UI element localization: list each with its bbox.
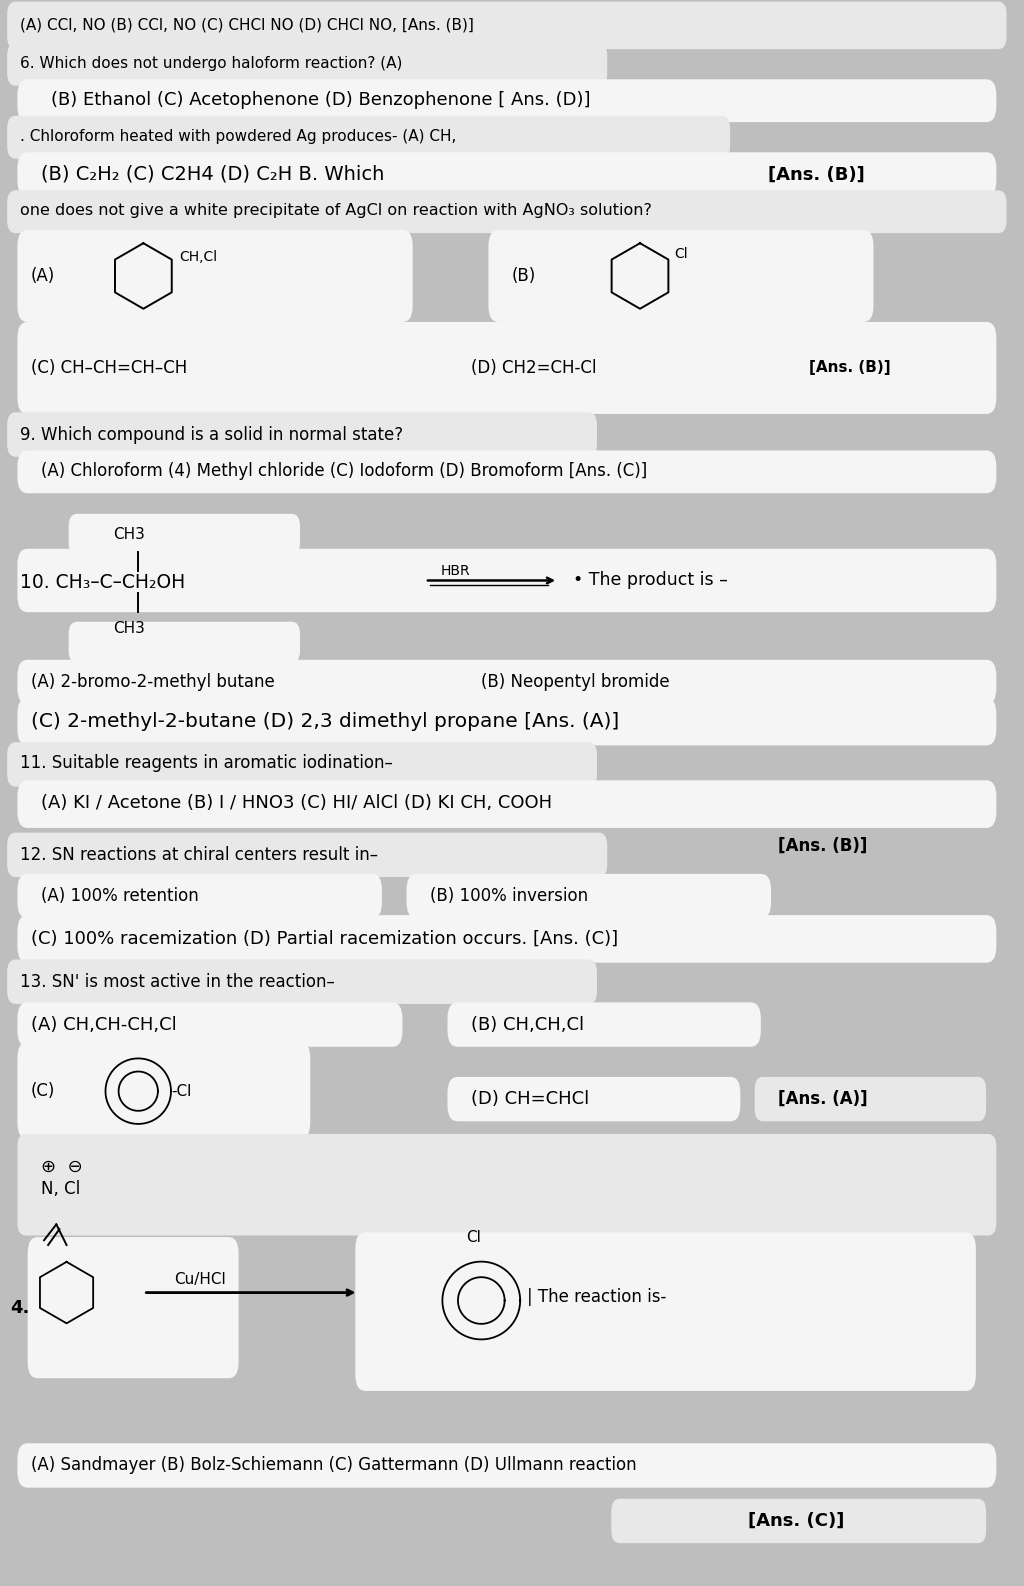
Text: (B) C₂H₂ (C) C2H4 (D) C₂H B. Which: (B) C₂H₂ (C) C2H4 (D) C₂H B. Which bbox=[41, 165, 384, 184]
Text: (A) 2-bromo-2-methyl butane: (A) 2-bromo-2-methyl butane bbox=[31, 672, 274, 691]
Text: (B): (B) bbox=[512, 266, 537, 285]
FancyBboxPatch shape bbox=[17, 322, 996, 414]
Text: (A) KI / Acetone (B) I / HNO3 (C) HI/ AlCl (D) KI CH, COOH: (A) KI / Acetone (B) I / HNO3 (C) HI/ Al… bbox=[41, 793, 552, 812]
FancyBboxPatch shape bbox=[7, 116, 730, 159]
Text: . Chloroform heated with powdered Ag produces- (A) CH,: . Chloroform heated with powdered Ag pro… bbox=[20, 128, 457, 144]
Text: 9. Which compound is a solid in normal state?: 9. Which compound is a solid in normal s… bbox=[20, 425, 403, 444]
Text: [Ans. (A)]: [Ans. (A)] bbox=[778, 1090, 868, 1109]
FancyBboxPatch shape bbox=[17, 1002, 402, 1047]
FancyBboxPatch shape bbox=[7, 412, 597, 457]
FancyBboxPatch shape bbox=[7, 742, 597, 787]
Text: (B) 100% inversion: (B) 100% inversion bbox=[430, 887, 588, 906]
FancyBboxPatch shape bbox=[7, 960, 597, 1004]
Text: 4.: 4. bbox=[10, 1299, 30, 1318]
Text: CH3: CH3 bbox=[113, 620, 144, 636]
Text: [Ans. (B)]: [Ans. (B)] bbox=[809, 360, 891, 376]
FancyBboxPatch shape bbox=[7, 2, 1007, 49]
FancyBboxPatch shape bbox=[17, 660, 996, 704]
Text: (D) CH2=CH-Cl: (D) CH2=CH-Cl bbox=[471, 358, 597, 377]
FancyBboxPatch shape bbox=[355, 1232, 976, 1391]
Text: 11. Suitable reagents in aromatic iodination–: 11. Suitable reagents in aromatic iodina… bbox=[20, 753, 393, 772]
Text: 12. SN reactions at chiral centers result in–: 12. SN reactions at chiral centers resul… bbox=[20, 845, 379, 864]
Text: (D) CH=CHCl: (D) CH=CHCl bbox=[471, 1090, 589, 1109]
Text: • The product is –: • The product is – bbox=[573, 571, 728, 590]
Text: [Ans. (B)]: [Ans. (B)] bbox=[778, 836, 867, 855]
FancyBboxPatch shape bbox=[17, 698, 996, 745]
Text: ⊕  ⊖: ⊕ ⊖ bbox=[41, 1158, 83, 1177]
FancyBboxPatch shape bbox=[407, 874, 771, 918]
Text: (A) Chloroform (4) Methyl chloride (C) Iodoform (D) Bromoform [Ans. (C)]: (A) Chloroform (4) Methyl chloride (C) I… bbox=[41, 462, 647, 481]
FancyBboxPatch shape bbox=[447, 1002, 761, 1047]
Text: (B) CH,CH,Cl: (B) CH,CH,Cl bbox=[471, 1015, 584, 1034]
FancyBboxPatch shape bbox=[7, 833, 607, 877]
FancyBboxPatch shape bbox=[17, 549, 996, 612]
FancyBboxPatch shape bbox=[488, 230, 873, 322]
FancyBboxPatch shape bbox=[17, 230, 413, 322]
Text: [Ans. (C)]: [Ans. (C)] bbox=[748, 1511, 844, 1530]
Text: 6. Which does not undergo haloform reaction? (A): 6. Which does not undergo haloform react… bbox=[20, 56, 402, 71]
FancyBboxPatch shape bbox=[17, 79, 996, 122]
Text: (C) 100% racemization (D) Partial racemization occurs. [Ans. (C)]: (C) 100% racemization (D) Partial racemi… bbox=[31, 929, 617, 948]
Text: Cl: Cl bbox=[674, 247, 687, 260]
FancyBboxPatch shape bbox=[7, 43, 607, 86]
Text: (B) Ethanol (C) Acetophenone (D) Benzophenone [ Ans. (D)]: (B) Ethanol (C) Acetophenone (D) Benzoph… bbox=[51, 90, 591, 109]
FancyBboxPatch shape bbox=[17, 1042, 310, 1139]
FancyBboxPatch shape bbox=[17, 1134, 996, 1235]
FancyBboxPatch shape bbox=[17, 915, 996, 963]
Text: (A): (A) bbox=[31, 266, 55, 285]
Text: (A) CH,CH-CH,Cl: (A) CH,CH-CH,Cl bbox=[31, 1015, 176, 1034]
Text: (A) 100% retention: (A) 100% retention bbox=[41, 887, 199, 906]
FancyBboxPatch shape bbox=[17, 1443, 996, 1488]
FancyBboxPatch shape bbox=[7, 190, 1007, 233]
FancyBboxPatch shape bbox=[17, 780, 996, 828]
FancyBboxPatch shape bbox=[28, 1237, 239, 1378]
FancyBboxPatch shape bbox=[69, 514, 300, 555]
Text: 13. SN' is most active in the reaction–: 13. SN' is most active in the reaction– bbox=[20, 972, 335, 991]
Text: CH,Cl: CH,Cl bbox=[179, 251, 217, 263]
Text: (B) Neopentyl bromide: (B) Neopentyl bromide bbox=[481, 672, 670, 691]
FancyBboxPatch shape bbox=[611, 1499, 986, 1543]
Text: | The reaction is-: | The reaction is- bbox=[527, 1288, 667, 1307]
Text: CH3: CH3 bbox=[113, 527, 144, 542]
Text: (C): (C) bbox=[31, 1082, 55, 1101]
FancyBboxPatch shape bbox=[69, 622, 300, 663]
Text: (C) 2-methyl-2-butane (D) 2,3 dimethyl propane [Ans. (A)]: (C) 2-methyl-2-butane (D) 2,3 dimethyl p… bbox=[31, 712, 618, 731]
Text: -Cl: -Cl bbox=[171, 1083, 191, 1099]
Text: (C) CH–CH=CH–CH: (C) CH–CH=CH–CH bbox=[31, 358, 187, 377]
FancyBboxPatch shape bbox=[447, 1077, 740, 1121]
FancyBboxPatch shape bbox=[17, 450, 996, 493]
Text: Cu/HCl: Cu/HCl bbox=[174, 1272, 226, 1288]
Text: (A) Sandmayer (B) Bolz-Schiemann (C) Gattermann (D) Ullmann reaction: (A) Sandmayer (B) Bolz-Schiemann (C) Gat… bbox=[31, 1456, 636, 1475]
FancyBboxPatch shape bbox=[17, 152, 996, 197]
Text: (A) CCl, NO (B) CCl, NO (C) CHCl NO (D) CHCl NO, [Ans. (B)]: (A) CCl, NO (B) CCl, NO (C) CHCl NO (D) … bbox=[20, 17, 474, 33]
Text: one does not give a white precipitate of AgCl on reaction with AgNO₃ solution?: one does not give a white precipitate of… bbox=[20, 203, 652, 219]
Text: [Ans. (B)]: [Ans. (B)] bbox=[768, 165, 864, 184]
FancyBboxPatch shape bbox=[755, 1077, 986, 1121]
FancyBboxPatch shape bbox=[17, 874, 382, 918]
Text: 10. CH₃–C–CH₂OH: 10. CH₃–C–CH₂OH bbox=[20, 573, 185, 592]
Text: HBR: HBR bbox=[440, 565, 470, 577]
Text: Cl: Cl bbox=[466, 1229, 481, 1245]
Text: N, Cl: N, Cl bbox=[41, 1180, 80, 1199]
